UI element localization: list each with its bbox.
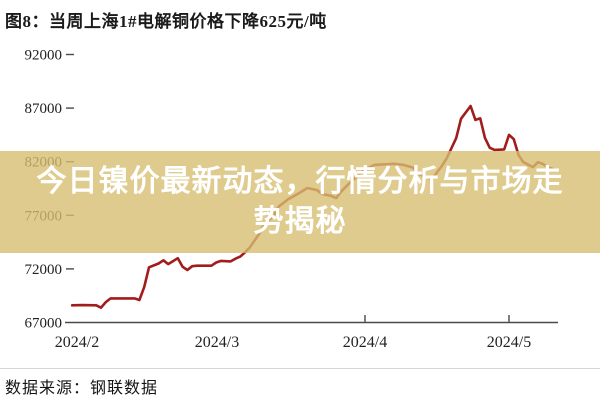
y-axis-tick-label: 92000: [25, 48, 63, 64]
footer-divider: [0, 368, 600, 369]
data-source-note: 数据来源：钢联数据: [5, 380, 159, 397]
x-axis-tick-label: 2024/3: [195, 334, 239, 351]
watermark-banner: 今日镍价最新动态，行情分析与市场走 势揭秘: [0, 151, 600, 253]
x-axis-tick-label: 2024/2: [55, 334, 99, 351]
watermark-text-line2: 势揭秘: [253, 204, 347, 239]
x-axis-tick-label: 2024/5: [487, 334, 531, 351]
watermark-text-line1: 今日镍价最新动态，行情分析与市场走: [36, 164, 564, 199]
figure-title: 图8：当周上海1#电解铜价格下降625元/吨: [5, 12, 327, 31]
y-axis-tick-label: 67000: [25, 316, 63, 332]
y-axis-tick-label: 72000: [25, 262, 63, 278]
x-axis-tick-label: 2024/4: [343, 334, 387, 351]
y-axis-tick-label: 87000: [25, 101, 63, 117]
